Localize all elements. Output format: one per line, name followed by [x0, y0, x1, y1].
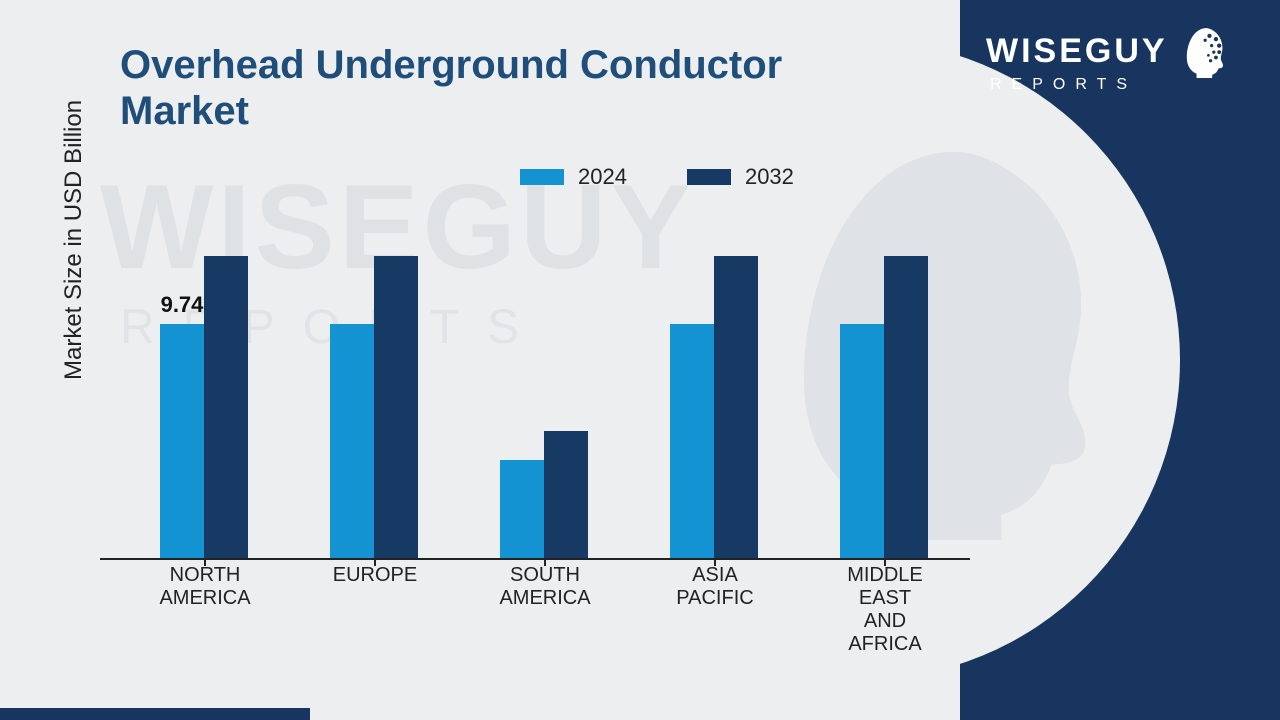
head-icon: [1176, 24, 1230, 78]
chart-canvas: WISEGUY REPORTS Overhead Underground Con…: [0, 0, 1280, 720]
bar-2024: [500, 460, 544, 558]
legend-swatch-2024: [520, 169, 564, 185]
brand-name: WISEGUY: [986, 32, 1168, 71]
x-label: NORTHAMERICA: [130, 564, 280, 610]
legend: 2024 2032: [520, 164, 794, 190]
value-label: 9.74: [161, 292, 204, 318]
bar-2032: [714, 256, 758, 558]
bar-2032: [884, 256, 928, 558]
bar-2032: [204, 256, 248, 558]
x-label: SOUTHAMERICA: [470, 564, 620, 610]
brand-sub: REPORTS: [990, 76, 1256, 94]
bottom-bar: [0, 708, 310, 720]
chart-title: Overhead Underground Conductor Market: [120, 42, 840, 134]
bar-2032: [544, 431, 588, 558]
bar-2032: [374, 256, 418, 558]
x-label: EUROPE: [300, 564, 450, 587]
bar-2024: [840, 324, 884, 558]
legend-label-2032: 2032: [745, 164, 794, 190]
legend-item-2024: 2024: [520, 164, 627, 190]
bar-2024: [670, 324, 714, 558]
legend-swatch-2032: [687, 169, 731, 185]
x-label: ASIAPACIFIC: [640, 564, 790, 610]
x-label: MIDDLEEASTANDAFRICA: [810, 564, 960, 656]
bar-chart: 9.74: [100, 200, 970, 560]
y-axis-label: Market Size in USD Billion: [60, 100, 88, 380]
brand-logo: WISEGUY REPORTS: [986, 24, 1256, 104]
legend-item-2032: 2032: [687, 164, 794, 190]
legend-label-2024: 2024: [578, 164, 627, 190]
bar-2024: [330, 324, 374, 558]
bar-2024: [160, 324, 204, 558]
